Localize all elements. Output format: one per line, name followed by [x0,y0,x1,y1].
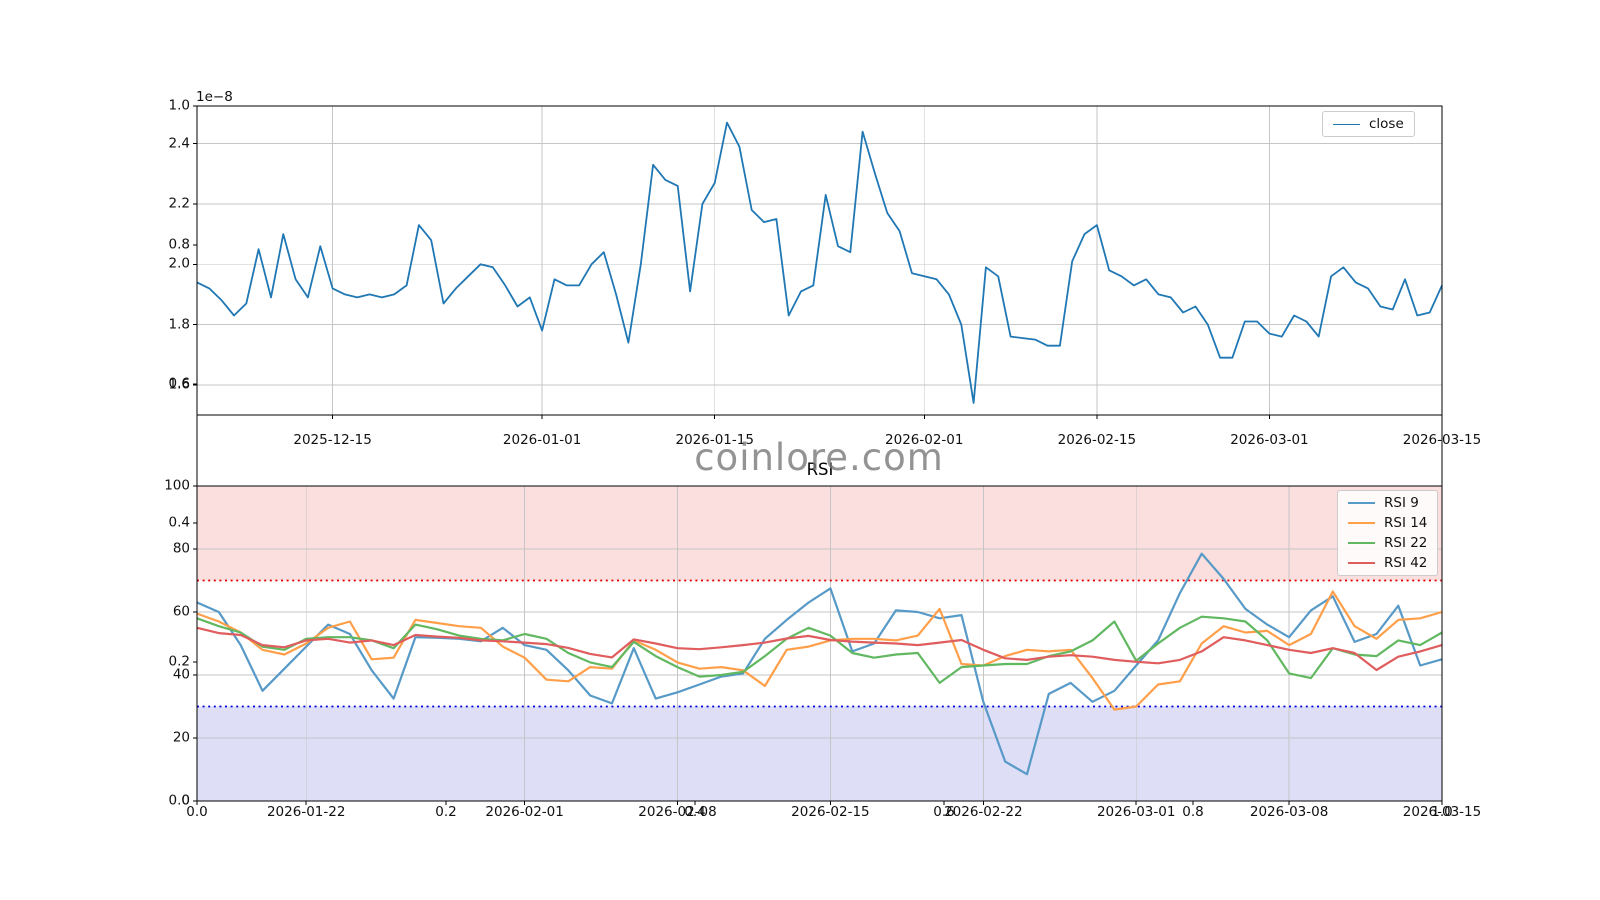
rsi-line-rsi42 [196,626,1443,672]
rsi42-line-swatch [1348,562,1375,564]
rsi9-line-swatch [1348,502,1375,504]
legend-label-rsi9: RSI 9 [1384,495,1419,511]
rsi22-line-swatch [1348,542,1375,544]
legend-label-rsi42: RSI 42 [1384,555,1428,571]
overlay-frame [196,105,1443,802]
close-line-swatch [1333,123,1360,125]
close-line [196,121,1443,404]
rsi14-line-swatch [1348,522,1375,524]
price-legend: close [1322,111,1415,137]
price-panel-frame [196,105,1443,416]
legend-row-rsi42: RSI 42 [1348,555,1427,571]
rsi-line-rsi9 [196,552,1443,776]
legend-row-close: close [1333,116,1404,132]
rsi-line-rsi14 [196,590,1443,711]
oversold-region [197,706,1442,801]
legend-label-rsi14: RSI 14 [1384,515,1428,531]
watermark: coinlore.com [694,436,944,479]
rsi-line-rsi22 [196,615,1443,685]
price-axis-offset-label: 1e−8 [196,89,233,105]
rsi-panel-title: RSI [806,460,834,479]
overbought-region [197,486,1442,581]
legend-row-rsi14: RSI 14 [1348,515,1427,531]
legend-label-close: close [1369,116,1404,132]
legend-row-rsi22: RSI 22 [1348,535,1427,551]
legend-label-rsi22: RSI 22 [1384,535,1428,551]
rsi-legend: RSI 9 RSI 14 RSI 22 RSI 42 [1337,490,1439,576]
legend-row-rsi9: RSI 9 [1348,495,1427,511]
